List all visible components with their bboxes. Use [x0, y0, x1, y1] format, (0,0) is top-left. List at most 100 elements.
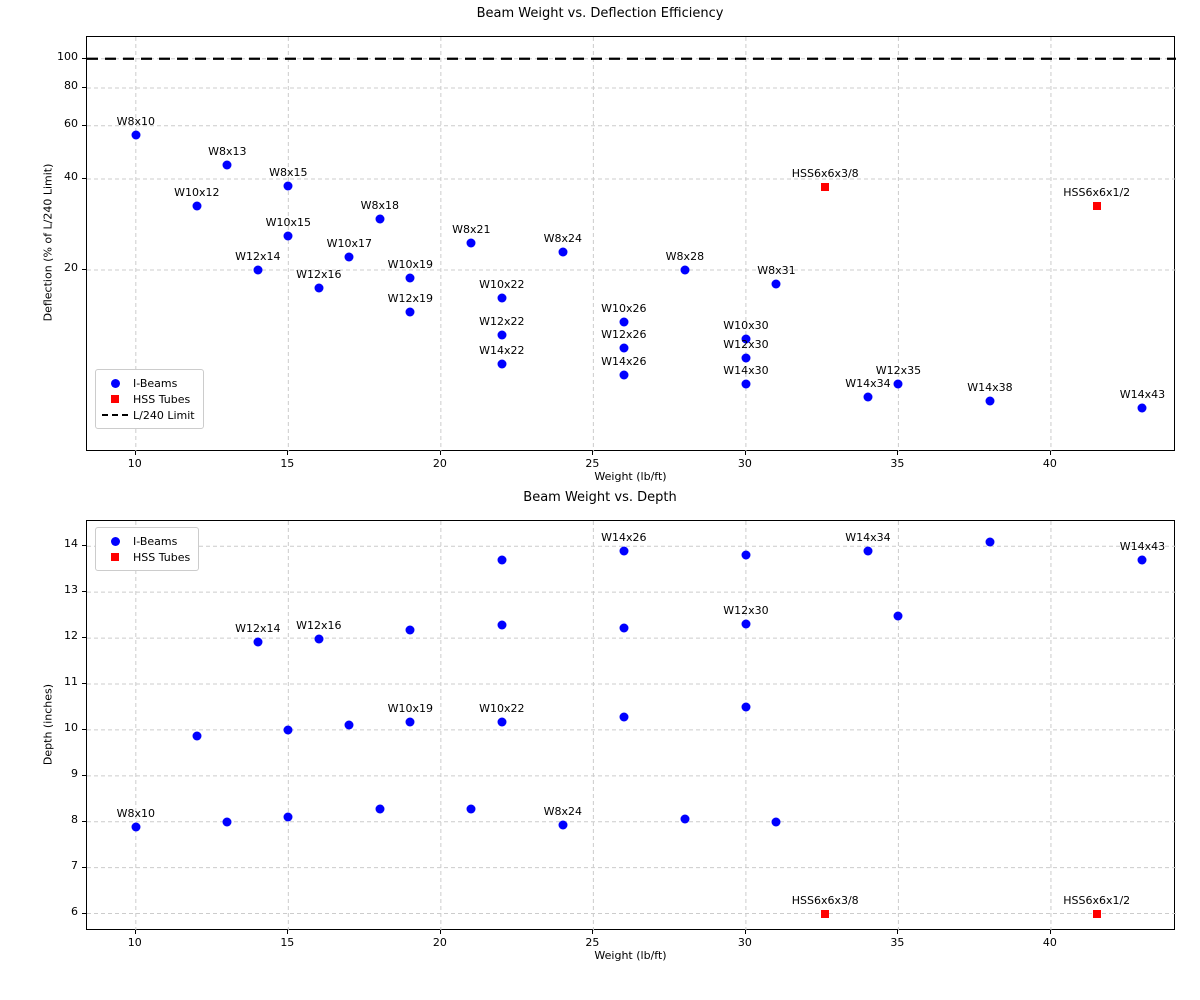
data-point: [497, 293, 507, 303]
chart-legend[interactable]: I-Beams HSS Tubes: [95, 527, 200, 571]
x-tick-mark: [592, 451, 594, 455]
data-point: [253, 637, 263, 647]
data-point: [680, 265, 690, 275]
x-tick-label: 20: [432, 457, 447, 470]
legend-label: I-Beams: [133, 376, 178, 390]
chart-legend[interactable]: I-Beams HSS Tubes L/240 Limit: [95, 369, 204, 429]
data-point: [619, 370, 629, 380]
data-point: [405, 717, 415, 727]
chart-panel-deflection: Beam Weight vs. Deflection Efficiency W8…: [0, 6, 1200, 486]
y-tick-label: 7: [71, 858, 78, 872]
data-point: [619, 343, 629, 353]
data-point: [131, 130, 141, 140]
y-tick-mark: [82, 774, 86, 776]
x-tick-label: 15: [280, 457, 295, 470]
data-point: [741, 334, 751, 344]
data-point: [314, 634, 324, 644]
data-point: [771, 279, 781, 289]
y-tick-mark: [82, 57, 86, 59]
data-point: [680, 814, 690, 824]
data-point: [619, 317, 629, 327]
data-point: [222, 817, 232, 827]
data-point: [741, 550, 751, 560]
chart-title-deflection: Beam Weight vs. Deflection Efficiency: [476, 6, 724, 21]
data-point: [1137, 555, 1147, 565]
data-point: [375, 804, 385, 814]
data-point: [192, 201, 202, 211]
y-tick-mark: [82, 545, 86, 547]
data-point: [619, 623, 629, 633]
x-tick-label: 35: [890, 936, 905, 949]
y-tick-label: 6: [71, 904, 78, 918]
data-point: [283, 231, 293, 241]
data-point: [771, 817, 781, 827]
y-tick-mark: [82, 682, 86, 684]
data-point: [497, 717, 507, 727]
data-point: [314, 283, 324, 293]
data-point: [741, 379, 751, 389]
x-tick-label: 30: [737, 936, 752, 949]
data-point: [821, 909, 830, 918]
legend-marker-icon: [102, 393, 128, 405]
x-tick-mark: [439, 930, 441, 934]
y-tick-label: 100: [57, 49, 78, 63]
y-tick-mark: [82, 591, 86, 593]
data-point: [497, 555, 507, 565]
data-point: [985, 396, 995, 406]
y-tick-label: 14: [64, 537, 78, 551]
data-point: [283, 812, 293, 822]
data-point: [1092, 909, 1101, 918]
x-tick-label: 15: [280, 936, 295, 949]
grid-layer: [87, 521, 1176, 931]
legend-label: HSS Tubes: [133, 392, 191, 406]
plot-area-depth: W8x10 W12x14 W12x16 W10x19 W10x22 W8x24 W14x26…: [86, 520, 1176, 931]
legend-marker-icon: [102, 535, 128, 547]
legend-item[interactable]: I-Beams: [102, 533, 190, 549]
data-point: [192, 731, 202, 741]
legend-marker-icon: [102, 551, 128, 563]
data-point: [741, 353, 751, 363]
data-point: [375, 214, 385, 224]
legend-item[interactable]: HSS Tubes: [102, 549, 190, 565]
data-point: [1092, 202, 1101, 211]
y-tick-mark: [82, 87, 86, 89]
y-tick-mark: [82, 124, 86, 126]
y-tick-label: 11: [64, 674, 78, 688]
x-tick-mark: [1049, 930, 1051, 934]
x-tick-mark: [897, 451, 899, 455]
y-tick-label: 12: [64, 629, 78, 643]
y-axis-label-deflection: Deflection (% of L/240 Limit): [41, 163, 55, 322]
data-point: [405, 625, 415, 635]
data-point: [741, 619, 751, 629]
x-tick-mark: [744, 451, 746, 455]
y-tick-label: 8: [71, 812, 78, 826]
y-tick-mark: [82, 178, 86, 180]
data-point: [253, 265, 263, 275]
data-point: [131, 822, 141, 832]
data-point: [1137, 403, 1147, 413]
data-point: [497, 330, 507, 340]
x-tick-label: 20: [432, 936, 447, 949]
x-tick-label: 35: [890, 457, 905, 470]
legend-marker-icon: [102, 377, 128, 389]
data-point: [405, 307, 415, 317]
data-point: [741, 702, 751, 712]
y-tick-label: 80: [64, 79, 78, 93]
data-point: [558, 820, 568, 830]
legend-label: HSS Tubes: [133, 550, 191, 564]
legend-item[interactable]: I-Beams: [102, 375, 195, 391]
x-tick-mark: [897, 930, 899, 934]
chart-panel-depth: Beam Weight vs. Depth W8x10 W12x14 W12x16 W…: [0, 490, 1200, 995]
legend-label: L/240 Limit: [133, 408, 195, 422]
x-tick-mark: [287, 451, 289, 455]
data-point: [466, 238, 476, 248]
x-tick-mark: [744, 930, 746, 934]
legend-item[interactable]: L/240 Limit: [102, 407, 195, 423]
y-tick-label: 13: [64, 583, 78, 597]
data-point: [497, 359, 507, 369]
data-point: [283, 181, 293, 191]
x-tick-label: 10: [127, 457, 142, 470]
legend-item[interactable]: HSS Tubes: [102, 391, 195, 407]
y-tick-label: 20: [64, 261, 78, 274]
x-tick-mark: [592, 930, 594, 934]
